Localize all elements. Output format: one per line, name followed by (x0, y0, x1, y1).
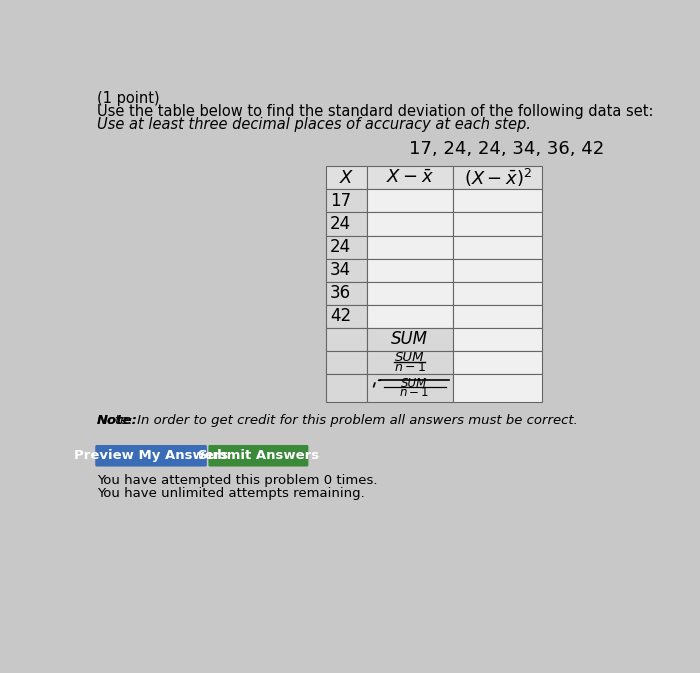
Bar (454, 236, 542, 258)
Bar (367, 328, 454, 351)
Bar (326, 189, 367, 213)
Text: 42: 42 (330, 308, 351, 325)
Text: 24: 24 (330, 215, 351, 233)
Bar (367, 282, 454, 305)
Text: SUM: SUM (395, 351, 425, 363)
Text: $n-1$: $n-1$ (400, 386, 430, 399)
Text: 17, 24, 24, 34, 36, 42: 17, 24, 24, 34, 36, 42 (409, 140, 604, 158)
Bar (367, 166, 454, 189)
Bar (326, 236, 367, 258)
Text: SUM: SUM (401, 377, 428, 390)
Bar (326, 374, 367, 402)
Text: Note:: Note: (97, 414, 138, 427)
Bar (454, 258, 542, 282)
Bar (454, 351, 542, 374)
Text: Use at least three decimal places of accuracy at each step.: Use at least three decimal places of acc… (97, 117, 531, 132)
Bar (454, 189, 542, 213)
Text: Preview My Answers: Preview My Answers (74, 450, 228, 462)
Bar (326, 166, 367, 189)
Text: Submit Answers: Submit Answers (198, 450, 319, 462)
Bar (454, 328, 542, 351)
Text: SUM: SUM (391, 330, 428, 349)
Bar (454, 374, 542, 402)
Text: $X - \bar{x}$: $X - \bar{x}$ (386, 169, 434, 187)
Bar (326, 213, 367, 236)
Text: 24: 24 (330, 238, 351, 256)
Bar (326, 258, 367, 282)
Bar (454, 213, 542, 236)
Bar (367, 236, 454, 258)
Bar (367, 351, 454, 374)
Text: You have attempted this problem 0 times.: You have attempted this problem 0 times. (97, 474, 377, 487)
Bar (326, 305, 367, 328)
Bar (367, 258, 454, 282)
Bar (326, 351, 367, 374)
Text: $(X - \bar{x})^2$: $(X - \bar{x})^2$ (464, 167, 532, 189)
Text: $n-1$: $n-1$ (394, 361, 426, 374)
Bar (367, 189, 454, 213)
Bar (367, 374, 454, 402)
Bar (454, 305, 542, 328)
Text: 34: 34 (330, 261, 351, 279)
Text: Note: In order to get credit for this problem all answers must be correct.: Note: In order to get credit for this pr… (97, 414, 578, 427)
Text: (1 point): (1 point) (97, 91, 160, 106)
Text: Use the table below to find the standard deviation of the following data set:: Use the table below to find the standard… (97, 104, 653, 119)
FancyBboxPatch shape (209, 445, 309, 466)
Text: $X$: $X$ (339, 169, 354, 187)
Bar (454, 166, 542, 189)
Bar (367, 213, 454, 236)
Text: 17: 17 (330, 192, 351, 210)
Bar (367, 305, 454, 328)
Text: 36: 36 (330, 284, 351, 302)
Bar (326, 282, 367, 305)
Bar (326, 328, 367, 351)
Bar (454, 282, 542, 305)
FancyBboxPatch shape (95, 445, 207, 466)
Text: You have unlimited attempts remaining.: You have unlimited attempts remaining. (97, 487, 365, 500)
